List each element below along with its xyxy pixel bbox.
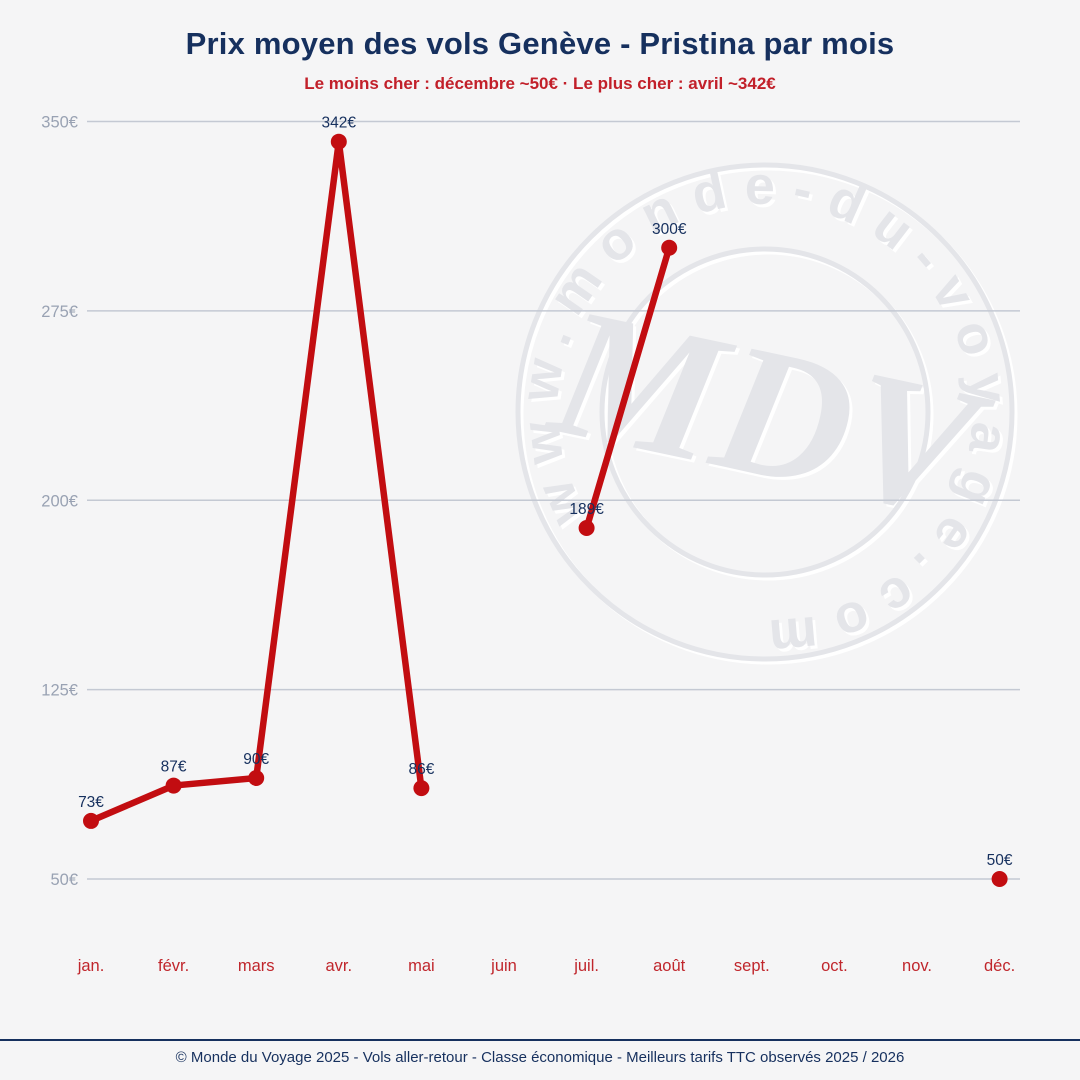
x-axis-month-label: mai <box>408 957 435 975</box>
price-point-label: 87€ <box>161 759 187 776</box>
x-axis-month-label: déc. <box>984 957 1015 975</box>
x-axis-month-label: juil. <box>573 957 599 975</box>
x-axis-month-label: oct. <box>821 957 848 975</box>
price-point-label: 90€ <box>243 751 269 768</box>
x-axis-month-label: mars <box>238 957 275 975</box>
x-axis-month-label: avr. <box>325 957 352 975</box>
price-line-segment <box>87 138 425 825</box>
price-point-label: 73€ <box>78 794 104 811</box>
watermark-outer-ring <box>515 162 1015 662</box>
watermark-outer-ring <box>518 165 1018 665</box>
price-point-label: 300€ <box>652 221 687 238</box>
page-title: Prix moyen des vols Genève - Pristina pa… <box>185 26 895 61</box>
price-point <box>578 520 595 537</box>
price-point <box>991 871 1008 887</box>
price-point-label: 189€ <box>569 501 604 518</box>
x-axis-month-label: févr. <box>158 957 189 975</box>
x-axis-month-label: sept. <box>734 957 770 975</box>
y-axis-tick-label: 350€ <box>41 114 78 132</box>
footer-divider <box>0 1039 1080 1041</box>
watermark-inner-ring <box>599 246 931 578</box>
x-axis-month-label: août <box>653 957 686 975</box>
price-point <box>165 777 182 794</box>
watermark: www.monde-du-voyage.comMDVwww.monde-du-v… <box>509 156 1018 673</box>
y-axis-tick-label: 125€ <box>41 682 78 700</box>
price-point <box>661 239 678 256</box>
price-point <box>83 812 99 829</box>
x-axis-month-label: jan. <box>77 957 105 975</box>
price-point <box>248 770 265 786</box>
page-subtitle: Le moins cher : décembre ~50€ · Le plus … <box>304 74 776 93</box>
price-point-label: 50€ <box>987 852 1013 869</box>
y-axis-tick-label: 50€ <box>50 871 78 889</box>
price-point-label: 342€ <box>322 115 357 132</box>
x-axis-month-label: nov. <box>902 957 932 975</box>
watermark-inner-ring <box>602 249 934 581</box>
price-point-label: 86€ <box>408 761 434 778</box>
y-axis-tick-label: 275€ <box>41 303 78 321</box>
y-axis-tick-label: 200€ <box>41 492 78 510</box>
price-point <box>413 780 430 797</box>
price-point <box>330 133 347 150</box>
footer-text: © Monde du Voyage 2025 - Vols aller-reto… <box>175 1049 905 1066</box>
price-line-segment <box>583 244 673 532</box>
x-axis-month-label: juin <box>490 957 517 975</box>
